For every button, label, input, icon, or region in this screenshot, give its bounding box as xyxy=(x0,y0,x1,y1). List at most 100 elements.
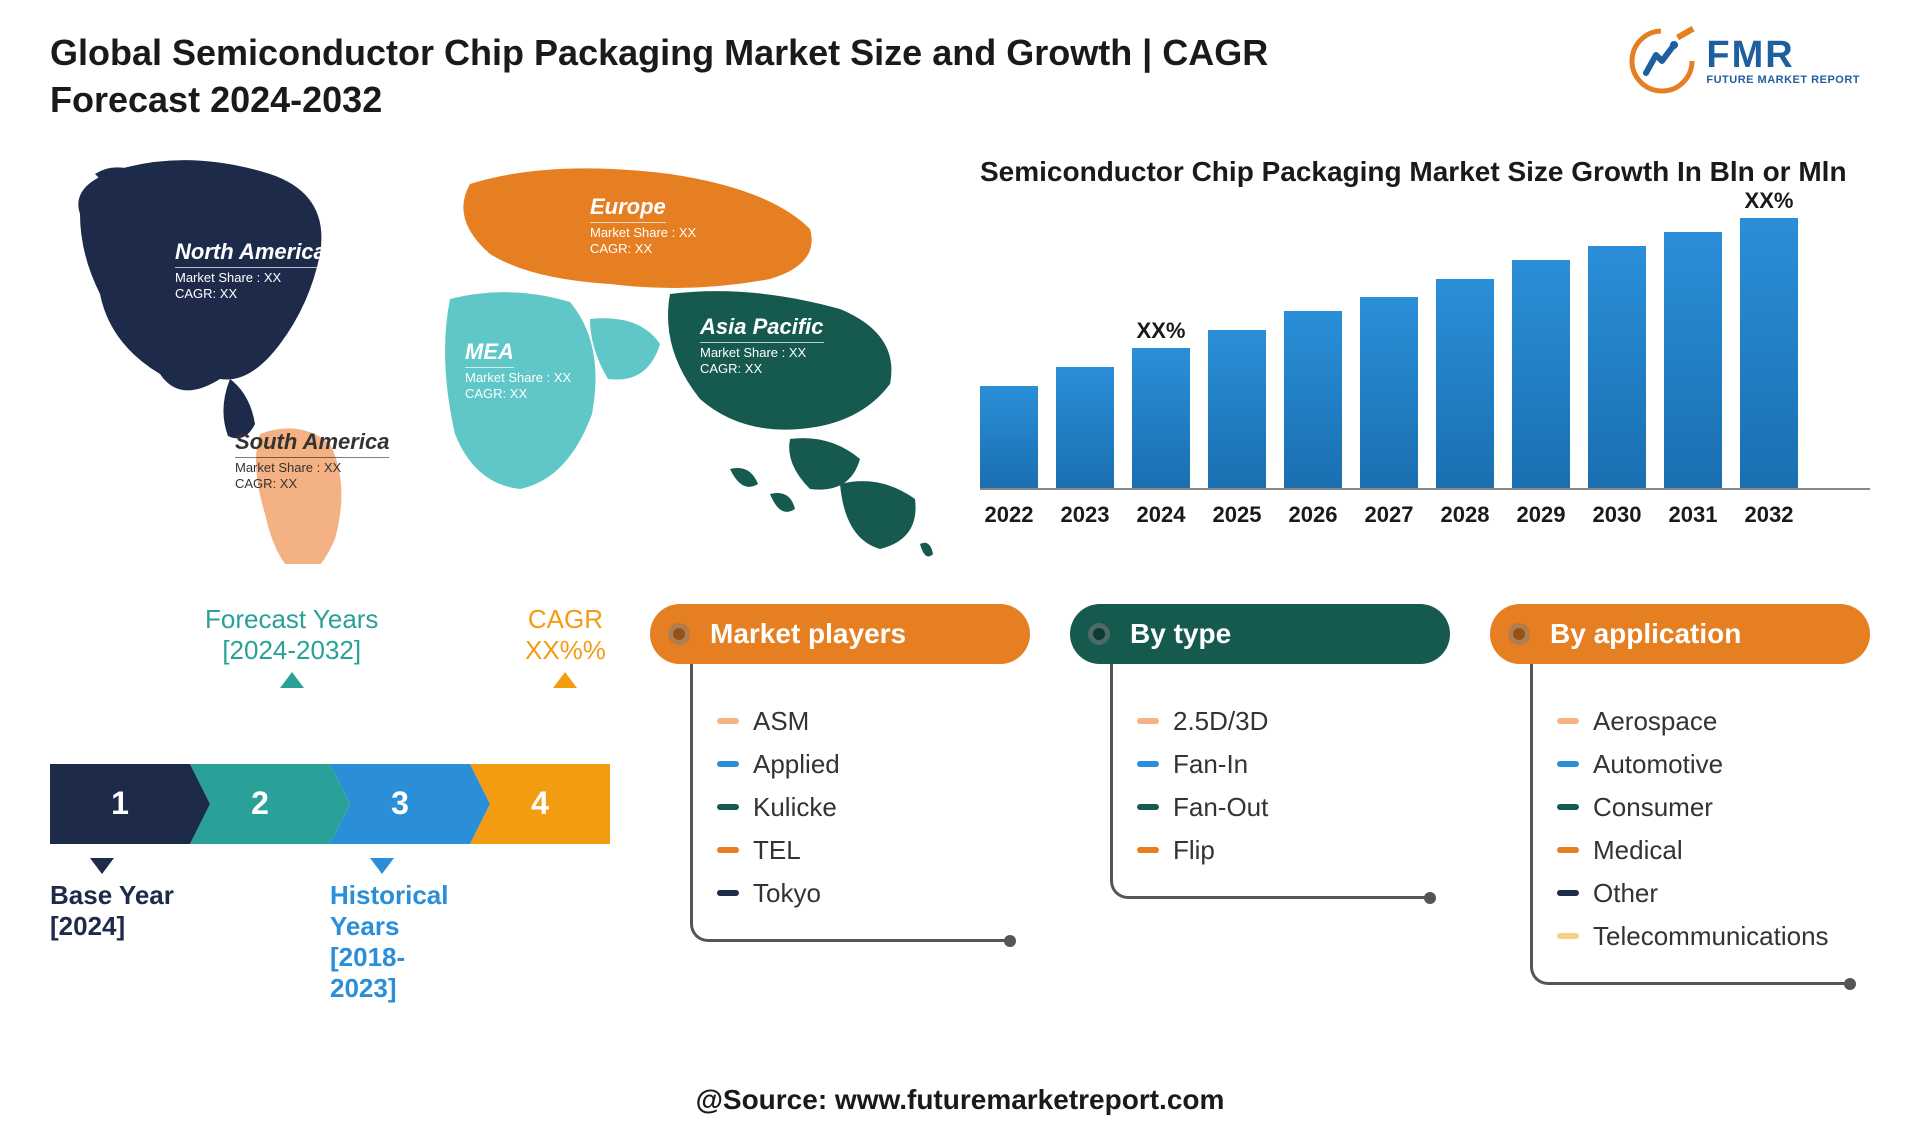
bar xyxy=(1056,367,1114,488)
timeline-step-4: 4 xyxy=(470,764,610,844)
list-item-label: Tokyo xyxy=(753,878,821,909)
tick-icon xyxy=(717,804,739,810)
timeline-historical-label: Historical Years[2018-2023] xyxy=(330,858,470,1005)
tick-icon xyxy=(717,761,739,767)
list-item-label: Automotive xyxy=(1593,749,1723,780)
tick-icon xyxy=(1137,847,1159,853)
list-item: Flip xyxy=(1137,829,1420,872)
logo-text-sub: FUTURE MARKET REPORT xyxy=(1706,74,1860,86)
market-players-pill: Market players xyxy=(650,604,1030,664)
region-label-mea: MEA Market Share : XXCAGR: XX xyxy=(465,339,571,404)
list-item: Kulicke xyxy=(717,786,1000,829)
by-type-column: By type 2.5D/3D Fan-In Fan-Out Flip xyxy=(1070,604,1450,899)
bar-2031 xyxy=(1664,232,1722,488)
x-axis-label: 2023 xyxy=(1056,502,1114,528)
list-item-label: Consumer xyxy=(1593,792,1713,823)
x-axis-label: 2032 xyxy=(1740,502,1798,528)
region-label-north-america: North America Market Share : XXCAGR: XX xyxy=(175,239,326,304)
market-players-column: Market players ASM Applied Kulicke TEL Tokyo xyxy=(650,604,1030,942)
page-title: Global Semiconductor Chip Packaging Mark… xyxy=(50,30,1350,124)
list-item: 2.5D/3D xyxy=(1137,700,1420,743)
list-item: Automotive xyxy=(1557,743,1840,786)
bar xyxy=(1284,311,1342,488)
timeline-step-2: 2 xyxy=(190,764,330,844)
region-label-south-america: South America Market Share : XXCAGR: XX xyxy=(235,429,389,494)
timeline-forecast-label: Forecast Years [2024-2032] xyxy=(205,604,378,688)
list-item-label: ASM xyxy=(753,706,809,737)
bar xyxy=(980,386,1038,488)
bar-2024: XX% xyxy=(1132,348,1190,488)
tick-icon xyxy=(1137,718,1159,724)
list-item-label: Fan-Out xyxy=(1173,792,1268,823)
x-axis-label: 2022 xyxy=(980,502,1038,528)
timeline-base-label: Base Year[2024] xyxy=(50,858,190,1005)
bar-2025 xyxy=(1208,330,1266,488)
bar xyxy=(1512,260,1570,488)
logo: FMR FUTURE MARKET REPORT xyxy=(1626,25,1860,97)
list-item-label: TEL xyxy=(753,835,801,866)
logo-text-main: FMR xyxy=(1706,36,1860,74)
tick-icon xyxy=(717,718,739,724)
tick-icon xyxy=(1137,804,1159,810)
x-axis-label: 2028 xyxy=(1436,502,1494,528)
timeline: Forecast Years [2024-2032] CAGR XX%% 1 2… xyxy=(50,604,610,1005)
source-attribution: @Source: www.futuremarketreport.com xyxy=(696,1084,1225,1116)
list-item: Tokyo xyxy=(717,872,1000,915)
bar-2023 xyxy=(1056,367,1114,488)
bar-chart: Semiconductor Chip Packaging Market Size… xyxy=(980,144,1870,564)
x-axis-label: 2030 xyxy=(1588,502,1646,528)
logo-icon xyxy=(1626,25,1698,97)
list-item-label: Kulicke xyxy=(753,792,837,823)
list-item: Aerospace xyxy=(1557,700,1840,743)
x-axis-label: 2027 xyxy=(1360,502,1418,528)
list-item: Fan-Out xyxy=(1137,786,1420,829)
list-item-label: Other xyxy=(1593,878,1658,909)
list-item-label: Applied xyxy=(753,749,840,780)
x-axis-label: 2029 xyxy=(1512,502,1570,528)
list-item: Fan-In xyxy=(1137,743,1420,786)
region-label-asia-pacific: Asia Pacific Market Share : XXCAGR: XX xyxy=(700,314,824,379)
bar-2027 xyxy=(1360,297,1418,488)
bar xyxy=(1740,218,1798,488)
tick-icon xyxy=(1557,718,1579,724)
bar-2026 xyxy=(1284,311,1342,488)
bar xyxy=(1132,348,1190,488)
x-axis-label: 2025 xyxy=(1208,502,1266,528)
by-application-pill: By application xyxy=(1490,604,1870,664)
list-item: Other xyxy=(1557,872,1840,915)
bar-annotation: XX% xyxy=(1745,188,1794,214)
list-item: Consumer xyxy=(1557,786,1840,829)
list-item-label: 2.5D/3D xyxy=(1173,706,1268,737)
tick-icon xyxy=(1557,890,1579,896)
x-axis-label: 2024 xyxy=(1132,502,1190,528)
list-item-label: Aerospace xyxy=(1593,706,1717,737)
tick-icon xyxy=(1557,761,1579,767)
list-item: Telecommunications xyxy=(1557,915,1840,958)
timeline-step-1: 1 xyxy=(50,764,190,844)
tick-icon xyxy=(1557,933,1579,939)
list-item: Applied xyxy=(717,743,1000,786)
chart-title: Semiconductor Chip Packaging Market Size… xyxy=(980,154,1870,190)
tick-icon xyxy=(717,847,739,853)
by-application-column: By application Aerospace Automotive Consum… xyxy=(1490,604,1870,985)
tick-icon xyxy=(717,890,739,896)
tick-icon xyxy=(1557,847,1579,853)
list-item: Medical xyxy=(1557,829,1840,872)
tick-icon xyxy=(1137,761,1159,767)
bar-2022 xyxy=(980,386,1038,488)
tick-icon xyxy=(1557,804,1579,810)
bar xyxy=(1360,297,1418,488)
bar-annotation: XX% xyxy=(1137,318,1186,344)
timeline-step-3: 3 xyxy=(330,764,470,844)
by-type-pill: By type xyxy=(1070,604,1450,664)
list-item: ASM xyxy=(717,700,1000,743)
bar xyxy=(1208,330,1266,488)
bar-2032: XX% xyxy=(1740,218,1798,488)
x-axis-label: 2026 xyxy=(1284,502,1342,528)
bar-2028 xyxy=(1436,279,1494,488)
list-item-label: Medical xyxy=(1593,835,1683,866)
list-item: TEL xyxy=(717,829,1000,872)
list-item-label: Flip xyxy=(1173,835,1215,866)
timeline-cagr-label: CAGR XX%% xyxy=(525,604,606,688)
world-map: North America Market Share : XXCAGR: XX … xyxy=(50,144,950,564)
